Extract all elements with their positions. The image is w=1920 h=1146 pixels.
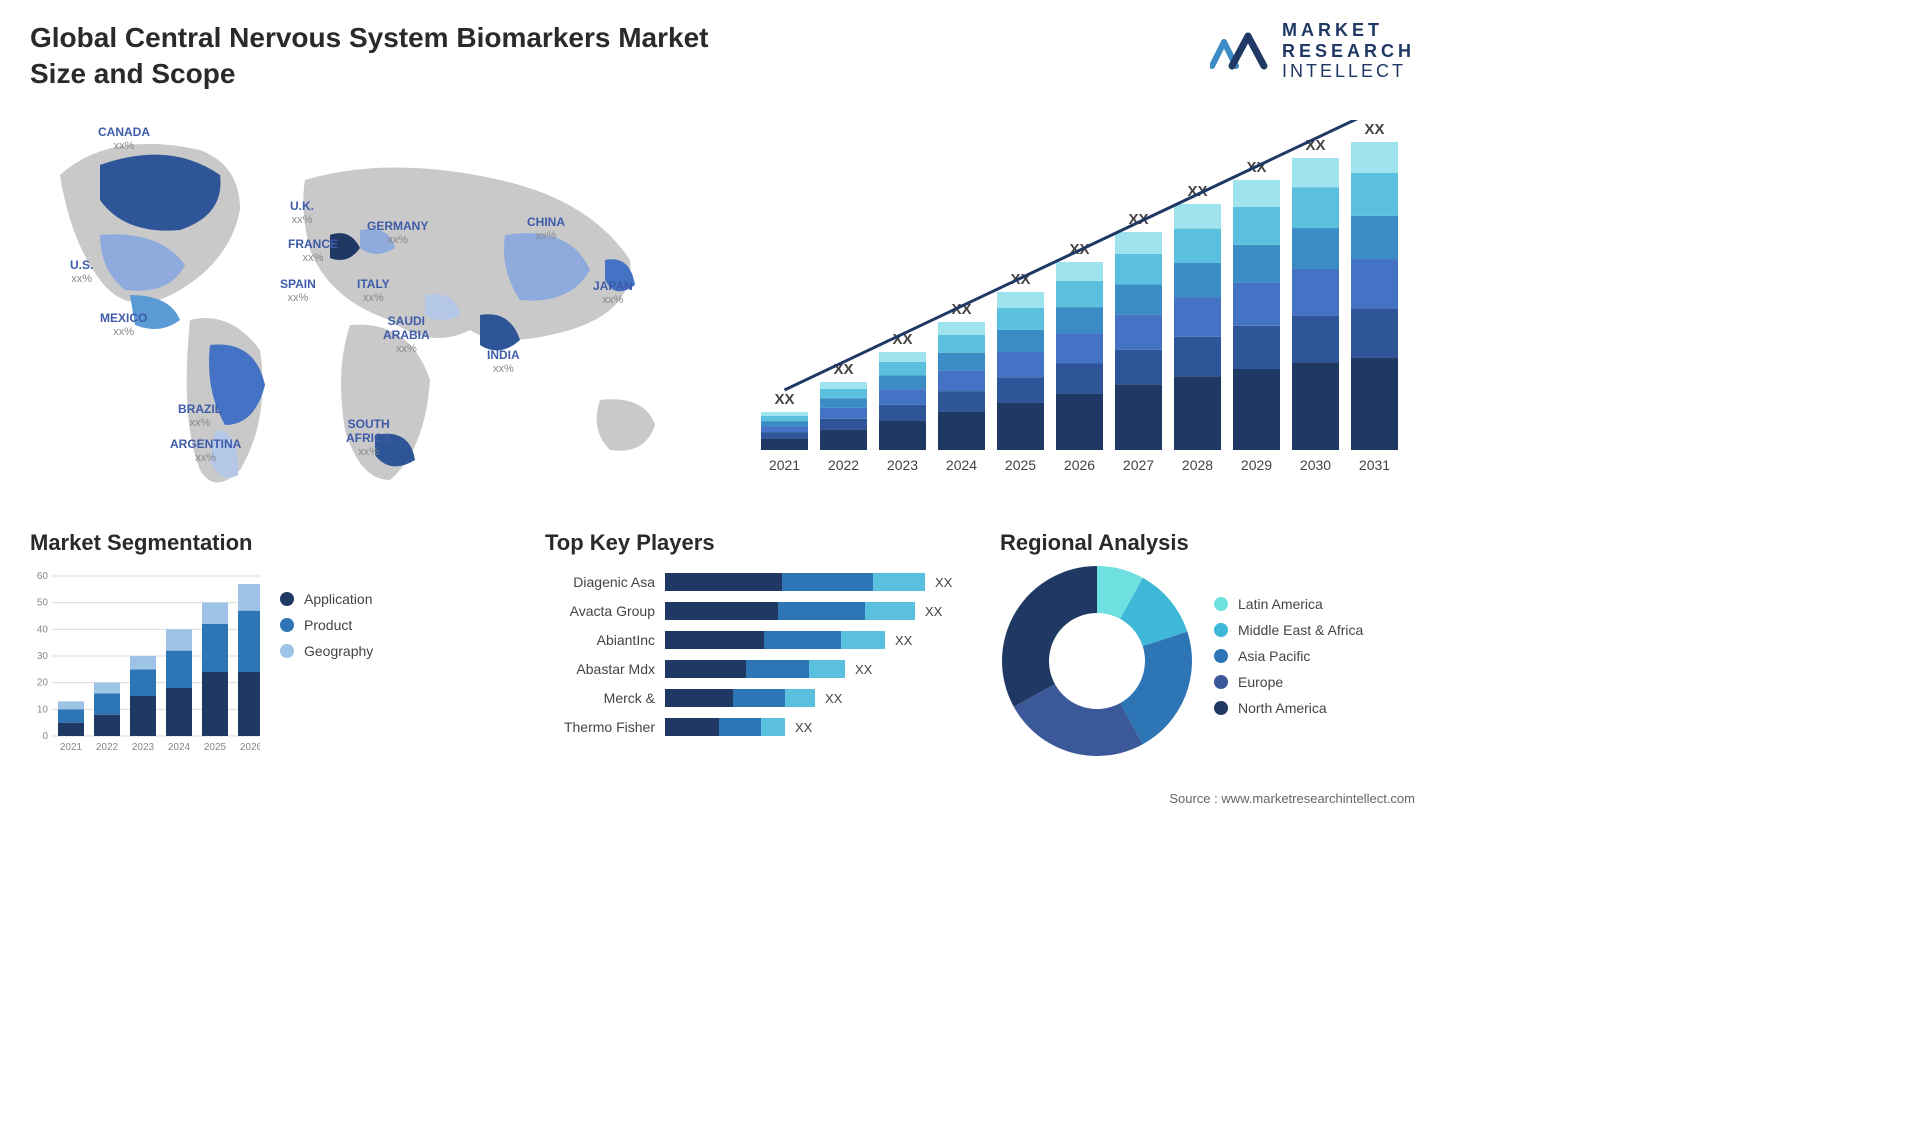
svg-text:2028: 2028 [1182,457,1213,473]
segmentation-chart: 0 10 20 30 40 50 60 2021 2022 2023 2024 2025 2026 [30,571,260,756]
key-player-row: AbiantIncXX [545,629,965,651]
map-label: JAPANxx% [593,280,633,306]
map-label: ITALYxx% [357,278,390,304]
regional-section: Regional Analysis Latin America Middle Ea… [1000,530,1415,758]
svg-text:60: 60 [37,571,49,582]
map-label: CHINAxx% [527,216,565,242]
svg-text:XX: XX [1364,121,1384,138]
logo-text-1: MARKET [1282,20,1415,41]
svg-text:2025: 2025 [1005,457,1036,473]
svg-text:2027: 2027 [1123,457,1154,473]
logo-text-3: INTELLECT [1282,61,1415,82]
svg-text:10: 10 [37,704,49,715]
source-citation: Source : www.marketresearchintellect.com [1169,791,1415,806]
svg-text:2021: 2021 [769,457,800,473]
svg-text:2024: 2024 [168,742,191,753]
svg-text:2023: 2023 [887,457,918,473]
segmentation-legend: Application Product Geography [280,591,373,756]
svg-text:XX: XX [774,391,794,408]
logo-text-2: RESEARCH [1282,41,1415,62]
key-player-row: Thermo FisherXX [545,716,965,738]
map-label: GERMANYxx% [367,220,428,246]
legend-item: Latin America [1214,596,1363,612]
svg-text:20: 20 [37,678,49,689]
svg-text:2024: 2024 [946,457,977,473]
world-map: CANADAxx% U.S.xx% MEXICOxx% BRAZILxx% ARGENT… [30,120,690,505]
key-player-row: Avacta GroupXX [545,600,965,622]
map-label: SPAINxx% [280,278,316,304]
key-players-chart: Diagenic AsaXX Avacta GroupXX AbiantIncXX A… [545,571,965,738]
market-size-chart: XX2021XX2022XX2023XX2024XX2025XX2026XX20… [755,120,1415,480]
svg-text:2023: 2023 [132,742,155,753]
map-label: SAUDI ARABIAxx% [383,315,430,355]
legend-item: Middle East & Africa [1214,622,1363,638]
map-label: BRAZILxx% [178,403,222,429]
regional-legend: Latin America Middle East & Africa Asia Pa… [1214,596,1363,726]
svg-text:2022: 2022 [828,457,859,473]
key-players-section: Top Key Players Diagenic AsaXX Avacta Gro… [545,530,965,745]
svg-text:40: 40 [37,624,49,635]
svg-text:2026: 2026 [240,742,260,753]
svg-text:2025: 2025 [204,742,227,753]
map-label: ARGENTINAxx% [170,438,241,464]
regional-heading: Regional Analysis [1000,530,1415,556]
map-label: FRANCExx% [288,238,338,264]
key-player-row: Merck &XX [545,687,965,709]
svg-text:2031: 2031 [1359,457,1390,473]
legend-item: Geography [280,643,373,659]
map-label: U.S.xx% [70,259,93,285]
svg-text:2029: 2029 [1241,457,1272,473]
svg-text:50: 50 [37,598,49,609]
page-title: Global Central Nervous System Biomarkers… [30,20,730,93]
svg-text:2030: 2030 [1300,457,1331,473]
svg-text:30: 30 [37,651,49,662]
svg-text:2021: 2021 [60,742,83,753]
key-player-row: Abastar MdxXX [545,658,965,680]
map-label: CANADAxx% [98,126,150,152]
legend-item: Asia Pacific [1214,648,1363,664]
segmentation-heading: Market Segmentation [30,530,460,556]
legend-item: Product [280,617,373,633]
svg-text:0: 0 [42,731,48,742]
map-label: SOUTH AFRICAxx% [346,418,391,458]
map-label: U.K.xx% [290,200,314,226]
map-label: MEXICOxx% [100,312,147,338]
segmentation-section: Market Segmentation 0 10 20 30 40 50 60 2021 202… [30,530,460,756]
brand-logo: MARKET RESEARCH INTELLECT [1210,20,1415,82]
legend-item: Application [280,591,373,607]
legend-item: Europe [1214,674,1363,690]
logo-mark-icon [1210,26,1272,76]
regional-donut-chart [1000,564,1194,758]
svg-text:2026: 2026 [1064,457,1095,473]
legend-item: North America [1214,700,1363,716]
map-label: INDIAxx% [487,349,520,375]
key-player-row: Diagenic AsaXX [545,571,965,593]
svg-text:2022: 2022 [96,742,119,753]
key-players-heading: Top Key Players [545,530,965,556]
